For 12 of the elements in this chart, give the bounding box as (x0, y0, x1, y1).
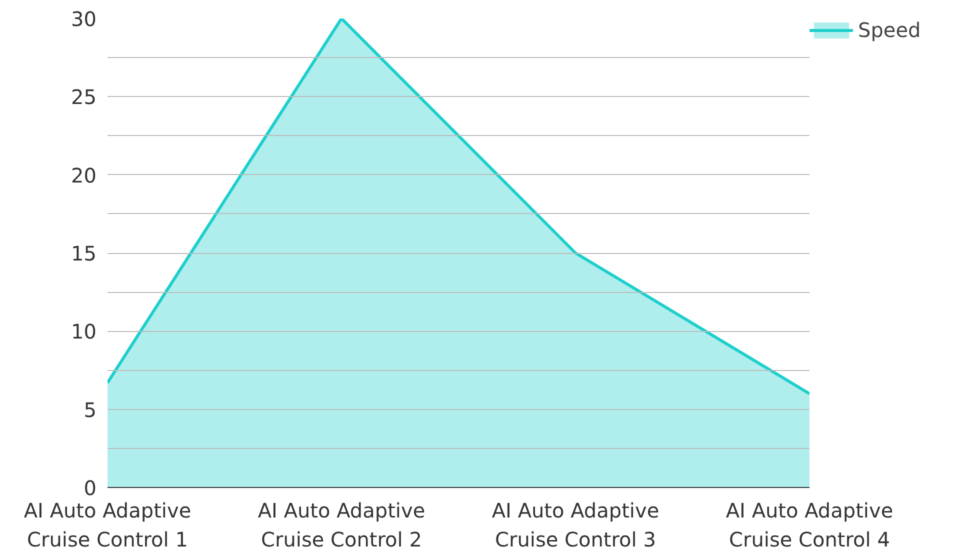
x-tick-label: AI Auto Adaptive Cruise Control 2 (258, 498, 426, 552)
y-tick-label: 25 (71, 85, 97, 110)
x-tick-label: AI Auto Adaptive Cruise Control 1 (24, 498, 192, 552)
y-tick-label: 15 (71, 242, 97, 266)
legend-label: Speed (858, 18, 921, 42)
y-tick-label: 10 (71, 320, 97, 344)
y-tick-label: 20 (71, 163, 97, 188)
x-tick-label: AI Auto Adaptive Cruise Control 3 (492, 498, 660, 552)
y-tick-label: 5 (84, 398, 97, 422)
y-tick-label: 30 (71, 7, 97, 31)
x-tick-label: AI Auto Adaptive Cruise Control 4 (726, 498, 894, 552)
y-tick-label: 0 (84, 476, 97, 500)
